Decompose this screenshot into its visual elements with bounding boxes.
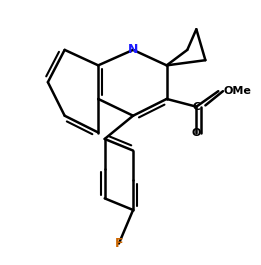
Text: N: N [128, 43, 138, 56]
Text: C: C [192, 102, 200, 112]
Text: O: O [192, 127, 201, 138]
Text: OMe: OMe [223, 86, 251, 96]
Text: F: F [115, 237, 123, 250]
